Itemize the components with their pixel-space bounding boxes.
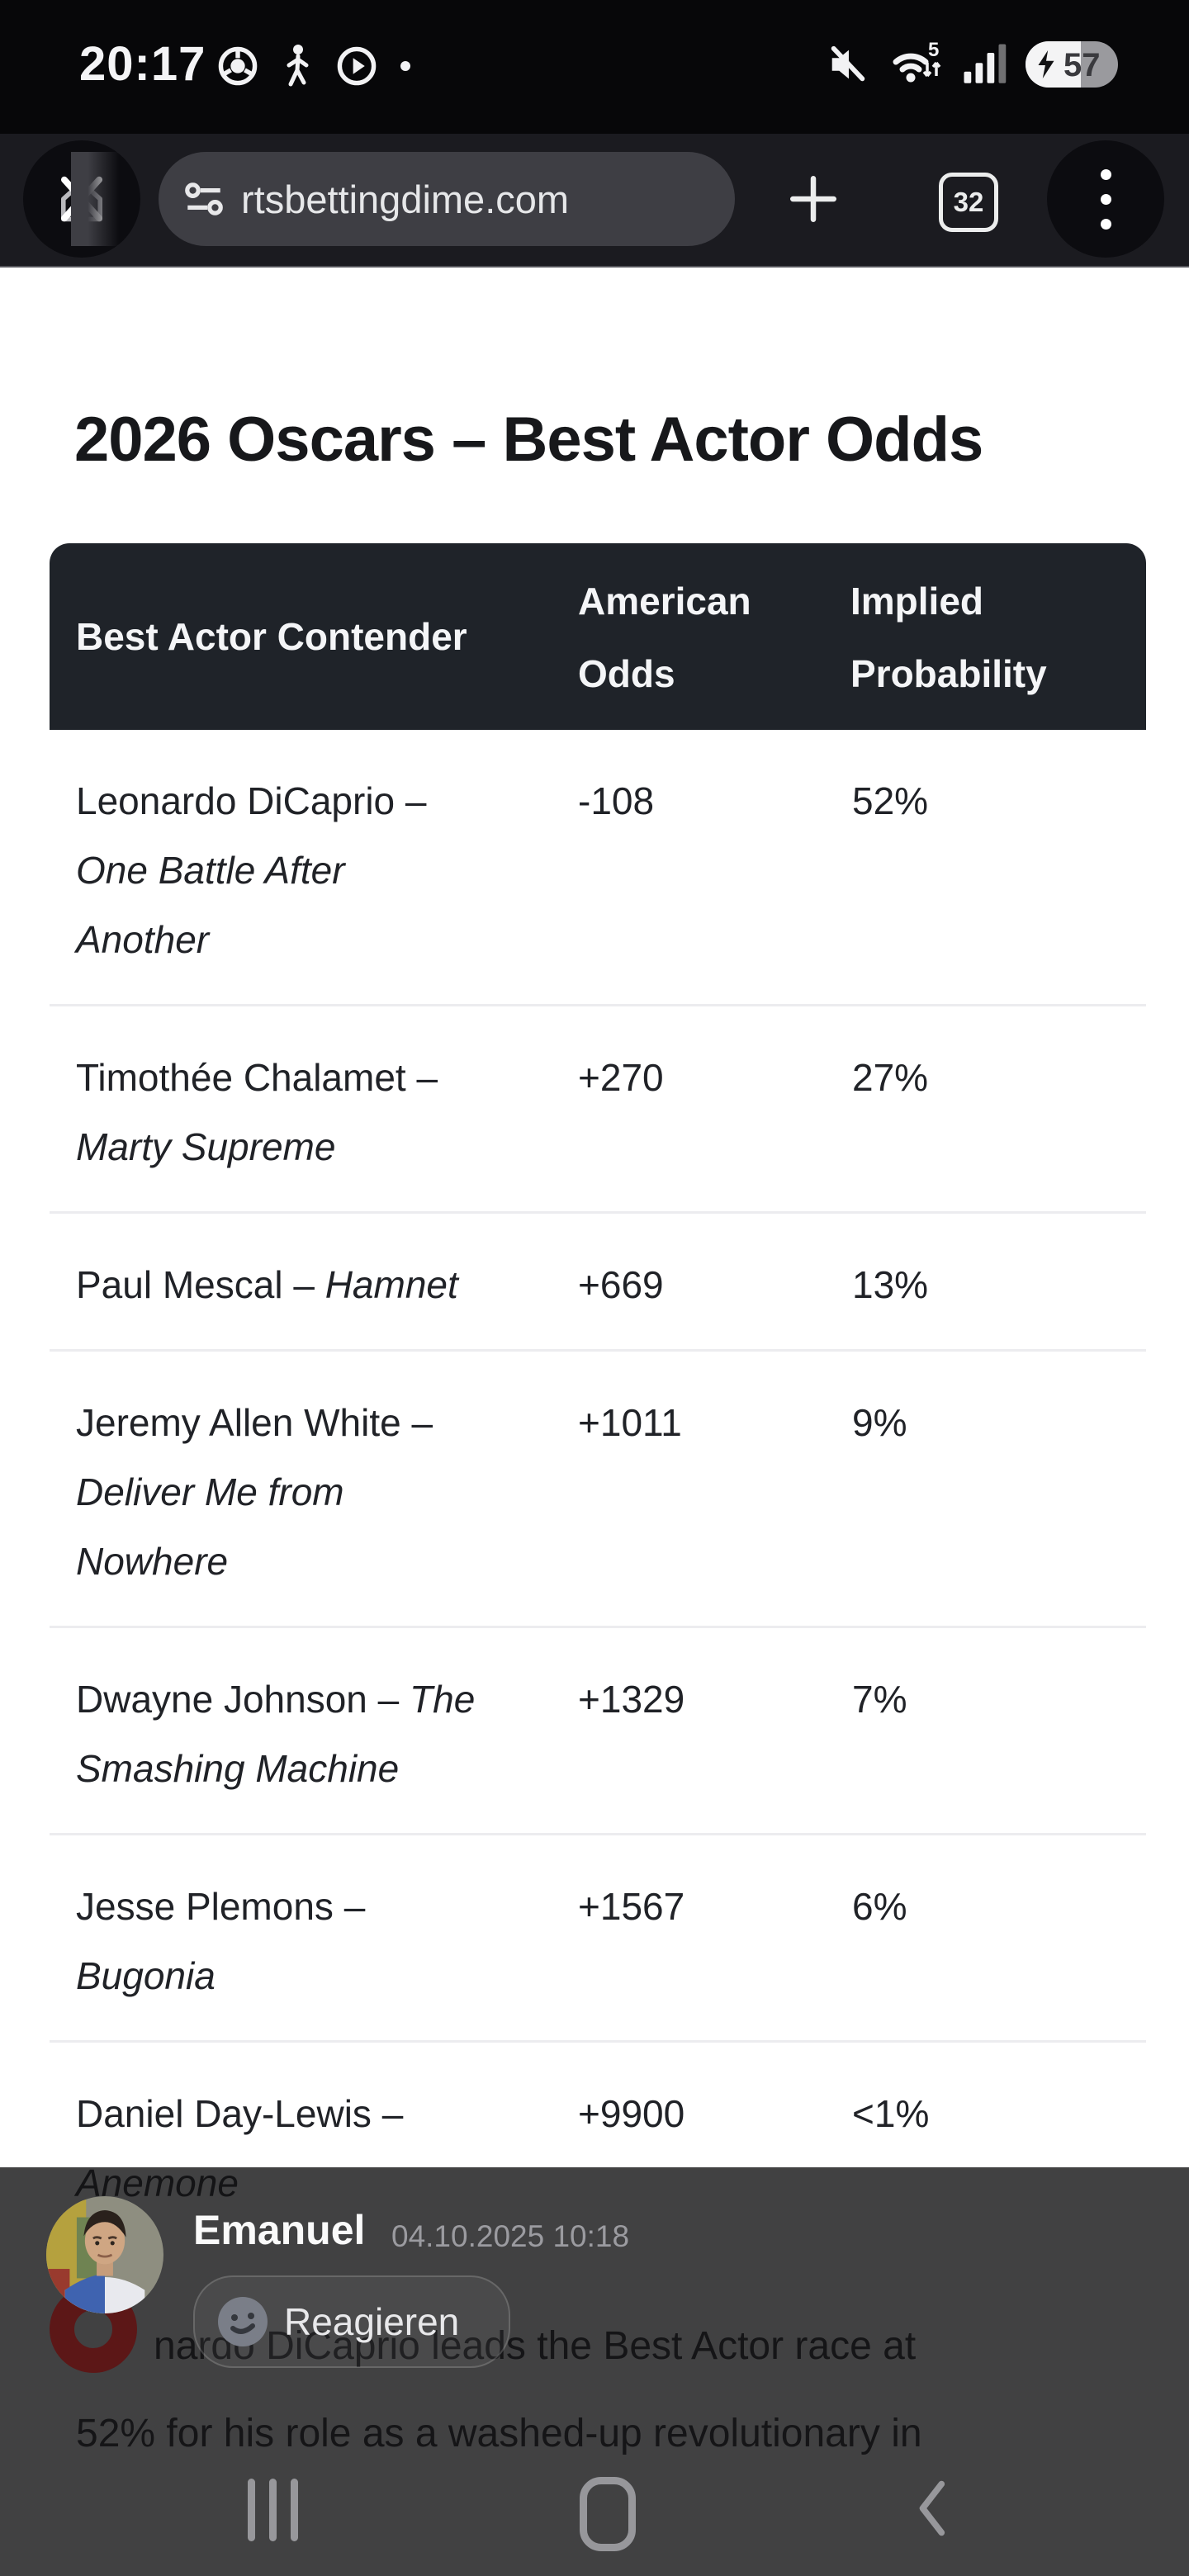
actor-name: Daniel Day-Lewis – bbox=[76, 2092, 404, 2135]
film-title: Another bbox=[76, 918, 210, 961]
smiley-emoji-icon bbox=[216, 2295, 269, 2348]
table-header-row: Best Actor Contender American Odds Impli… bbox=[50, 543, 1146, 730]
tab-switcher-button[interactable]: 32 bbox=[939, 173, 998, 232]
react-button[interactable]: Reagieren bbox=[193, 2275, 510, 2368]
film-title: Smashing Machine bbox=[76, 1747, 400, 1790]
browser-toolbar: rtsbettingdime.com 32 bbox=[0, 134, 1189, 268]
implied-probability-cell: 9% bbox=[852, 1401, 907, 1444]
mute-icon bbox=[826, 43, 870, 86]
actor-name: Timothée Chalamet – bbox=[76, 1056, 438, 1099]
new-tab-button[interactable] bbox=[786, 172, 841, 226]
table-header-odds: American Odds bbox=[578, 580, 751, 695]
status-bar: 20:17 bbox=[0, 0, 1189, 134]
wifi-icon: 5 bbox=[888, 41, 943, 88]
film-title: Deliver Me from bbox=[76, 1470, 344, 1513]
contender-cell: Timothée Chalamet – Marty Supreme bbox=[76, 1043, 555, 1181]
implied-probability-cell: 6% bbox=[852, 1885, 907, 1928]
address-bar[interactable]: rtsbettingdime.com bbox=[159, 152, 735, 246]
film-title: Nowhere bbox=[76, 1540, 229, 1583]
film-title: Hamnet bbox=[324, 1263, 458, 1306]
overlay-scrim bbox=[0, 2167, 1189, 2576]
table-row: Jesse Plemons – Bugonia +1567 6% bbox=[50, 1833, 1146, 2040]
american-odds-cell: +9900 bbox=[578, 2092, 685, 2135]
battery-fill bbox=[1026, 41, 1082, 88]
overflow-menu-button[interactable] bbox=[1047, 140, 1164, 258]
overlay-timestamp: 04.10.2025 10:18 bbox=[391, 2219, 630, 2253]
home-button[interactable] bbox=[580, 2477, 636, 2551]
battery-icon: 57 bbox=[1026, 41, 1118, 88]
contender-cell: Paul Mescal – Hamnet bbox=[76, 1250, 555, 1319]
notification-icons bbox=[216, 43, 411, 89]
american-odds-cell: +270 bbox=[578, 1056, 664, 1099]
american-odds-cell: +1011 bbox=[578, 1401, 682, 1444]
system-icons: 5 57 bbox=[826, 41, 1118, 88]
signal-icon bbox=[961, 41, 1007, 88]
clock: 20:17 bbox=[79, 37, 206, 91]
contender-cell: Leonardo DiCaprio – One Battle After Anoth… bbox=[76, 766, 555, 974]
recents-button[interactable] bbox=[248, 2479, 298, 2541]
contender-cell: Dwayne Johnson – The Smashing Machine bbox=[76, 1664, 555, 1803]
film-title: Bugonia bbox=[76, 1954, 216, 1997]
back-button[interactable] bbox=[915, 2475, 946, 2541]
table-header-contender: Best Actor Contender bbox=[76, 615, 467, 658]
odds-table: Best Actor Contender American Odds Impli… bbox=[50, 543, 1146, 2247]
overlay-username: Emanuel bbox=[193, 2207, 366, 2253]
american-odds-cell: +1567 bbox=[578, 1885, 685, 1928]
table-row: Leonardo DiCaprio – One Battle After Anoth… bbox=[50, 730, 1146, 1004]
home-close-button[interactable] bbox=[23, 140, 140, 258]
battery-percent: 57 bbox=[1063, 47, 1101, 83]
actor-name: Leonardo DiCaprio – bbox=[76, 779, 427, 822]
charging-bolt-icon bbox=[1035, 50, 1057, 79]
overflow-menu-icon bbox=[1100, 168, 1111, 230]
actor-name: Dwayne Johnson – bbox=[76, 1678, 410, 1721]
contender-cell: Jeremy Allen White – Deliver Me from Nowhe… bbox=[76, 1388, 555, 1596]
american-odds-cell: +669 bbox=[578, 1263, 664, 1306]
actor-name: Jesse Plemons – bbox=[76, 1885, 366, 1928]
table-row: Jeremy Allen White – Deliver Me from Nowhe… bbox=[50, 1349, 1146, 1626]
play-circle-icon bbox=[335, 45, 378, 88]
actor-name: Jeremy Allen White – bbox=[76, 1401, 433, 1444]
american-odds-cell: +1329 bbox=[578, 1678, 685, 1721]
walking-person-icon bbox=[281, 43, 314, 89]
implied-probability-cell: <1% bbox=[852, 2092, 930, 2135]
url-text: rtsbettingdime.com bbox=[241, 177, 570, 221]
film-title: One Battle After bbox=[76, 849, 345, 892]
table-row: Paul Mescal – Hamnet +669 13% bbox=[50, 1211, 1146, 1349]
american-odds-cell: -108 bbox=[578, 779, 655, 822]
react-button-label: Reagieren bbox=[284, 2300, 460, 2343]
table-row: Dwayne Johnson – The Smashing Machine +132… bbox=[50, 1626, 1146, 1833]
implied-probability-cell: 52% bbox=[852, 779, 929, 822]
wifi-5ghz-label: 5 bbox=[928, 41, 939, 61]
film-title: The bbox=[410, 1678, 476, 1721]
page-title: 2026 Oscars – Best Actor Odds bbox=[74, 404, 983, 475]
contender-cell: Jesse Plemons – Bugonia bbox=[76, 1872, 555, 2010]
table-header-probability: Implied Probability bbox=[850, 580, 1047, 695]
table-row: Timothée Chalamet – Marty Supreme +270 27% bbox=[50, 1004, 1146, 1211]
chrome-icon bbox=[216, 45, 259, 88]
film-title: Marty Supreme bbox=[76, 1125, 336, 1168]
table-body: Leonardo DiCaprio – One Battle After Anoth… bbox=[50, 730, 1146, 2247]
avatar[interactable] bbox=[46, 2196, 163, 2313]
implied-probability-cell: 27% bbox=[852, 1056, 929, 1099]
tab-count: 32 bbox=[953, 187, 984, 217]
notification-dot bbox=[400, 60, 411, 72]
implied-probability-cell: 13% bbox=[852, 1263, 929, 1306]
tune-icon[interactable] bbox=[182, 177, 226, 221]
actor-name: Paul Mescal – bbox=[76, 1263, 325, 1306]
implied-probability-cell: 7% bbox=[852, 1678, 907, 1721]
